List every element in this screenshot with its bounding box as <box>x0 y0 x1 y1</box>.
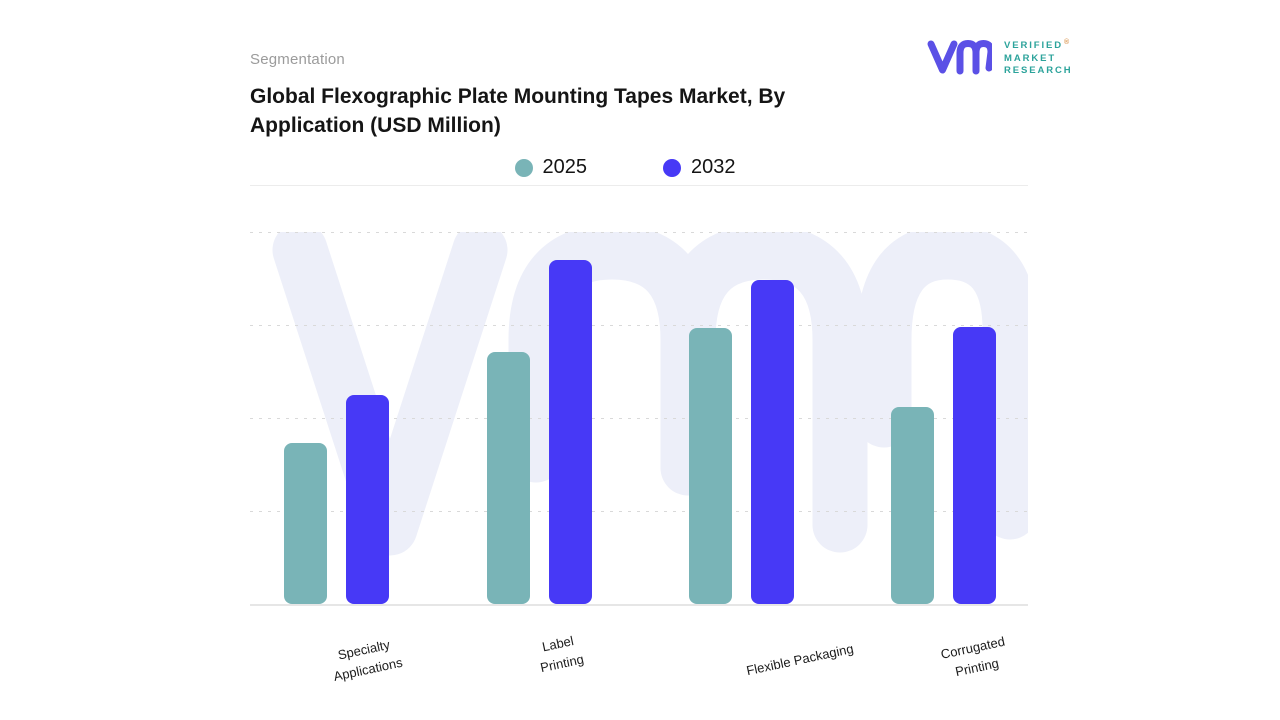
segmentation-label: Segmentation <box>250 51 345 68</box>
category-label-corrugated-printing: Corrugated Printing <box>939 633 1007 680</box>
chart-title: Global Flexographic Plate Mounting Tapes… <box>250 82 785 140</box>
chart-title-line2: Application (USD Million) <box>250 114 501 137</box>
bar-2032-flexible-packaging <box>750 280 794 604</box>
bar-2025-corrugated-printing <box>890 407 934 604</box>
gridline <box>250 232 1028 233</box>
category-label-specialty-applications: Specialty Applications <box>332 636 404 684</box>
legend-label-2032: 2032 <box>691 156 736 178</box>
bar-2025-label-printing <box>486 352 530 604</box>
gridline <box>250 511 1028 512</box>
vmr-logo: VERIFIED® MARKET RESEARCH <box>926 34 1073 80</box>
legend-label-2025: 2025 <box>542 156 588 178</box>
brand-line3: RESEARCH <box>1004 64 1073 76</box>
legend-item-2025: 2025 <box>514 156 588 179</box>
brand-line1: VERIFIED <box>1004 40 1064 52</box>
vmr-monogram-icon <box>927 40 992 75</box>
legend-separator-line <box>250 185 1028 186</box>
gridline <box>250 325 1028 326</box>
plot-area <box>250 232 1028 606</box>
registered-trademark: ® <box>1064 39 1070 47</box>
brand-wordmark: VERIFIED® MARKET RESEARCH <box>1004 37 1073 76</box>
bar-2025-specialty-applications <box>283 443 327 604</box>
legend-dot-2032 <box>663 158 681 177</box>
brand-line2: MARKET <box>1004 52 1057 64</box>
legend-dot-2025 <box>514 158 533 177</box>
gridline <box>250 418 1028 419</box>
chart-legend: 2025 2032 <box>236 156 1014 179</box>
chart-title-line1: Global Flexographic Plate Mounting Tapes… <box>250 85 786 108</box>
bar-2025-flexible-packaging <box>688 328 732 604</box>
legend-item-2032: 2032 <box>663 156 736 179</box>
category-label-flexible-packaging: Flexible Packaging <box>744 640 855 679</box>
bar-2032-specialty-applications <box>345 395 389 604</box>
bar-2032-label-printing <box>548 260 592 604</box>
category-label-label-printing: Label Printing <box>538 633 586 676</box>
bar-2032-corrugated-printing <box>952 327 996 604</box>
